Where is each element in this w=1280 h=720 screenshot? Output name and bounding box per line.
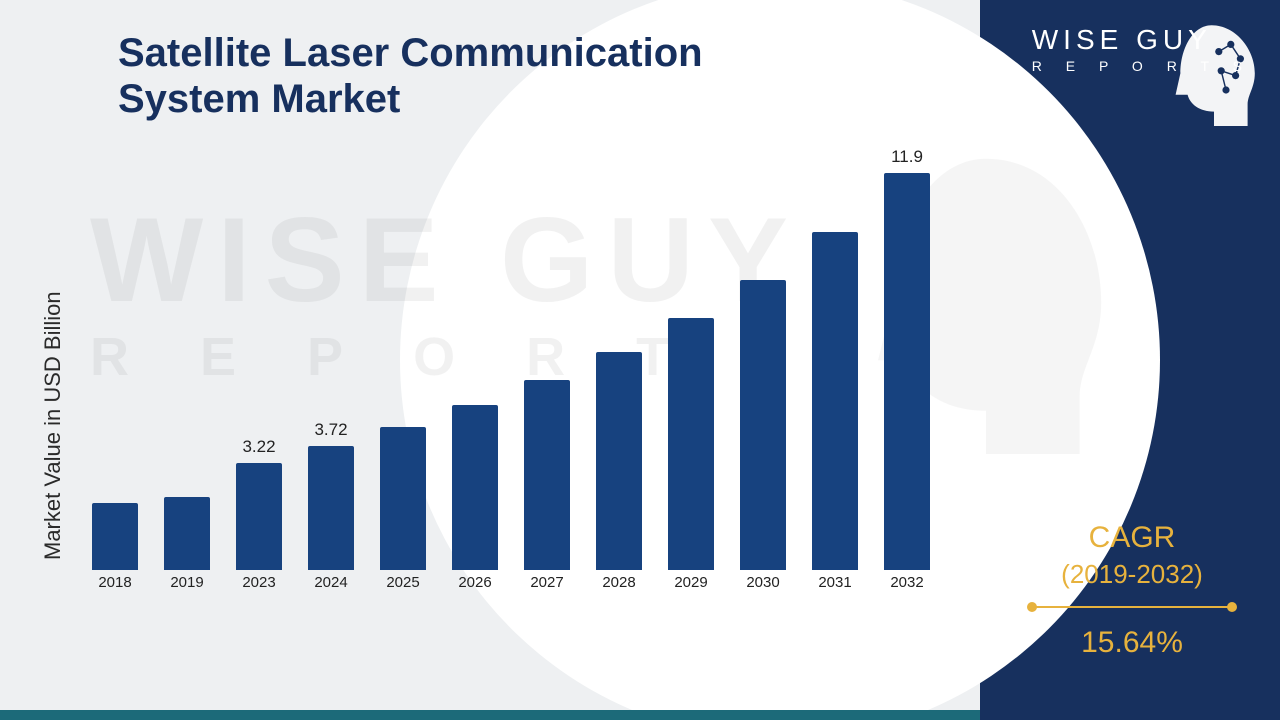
- logo-line1: WISE GUY: [1032, 24, 1252, 56]
- y-axis-label: Market Value in USD Billion: [40, 291, 66, 560]
- bar: [164, 497, 210, 570]
- x-tick-label: 2025: [386, 574, 419, 591]
- logo-line2: R E P O R T S: [1032, 58, 1252, 74]
- cagr-period: (2019-2032): [1012, 559, 1252, 590]
- chart-title: Satellite Laser Communication System Mar…: [118, 30, 818, 122]
- bar: [380, 427, 426, 570]
- cagr-value: 15.64%: [1012, 626, 1252, 660]
- x-tick-label: 2028: [602, 574, 635, 591]
- bar-value-label: 3.72: [296, 420, 366, 440]
- x-tick-label: 2030: [746, 574, 779, 591]
- x-tick-label: 2027: [530, 574, 563, 591]
- cagr-divider: [1032, 606, 1232, 608]
- bar: [884, 173, 930, 570]
- page-root: WISE GUY R E P O R T S Satellite Laser C…: [0, 0, 1280, 720]
- bottom-accent-bar: [0, 710, 980, 720]
- bar: [812, 232, 858, 570]
- x-tick-label: 2023: [242, 574, 275, 591]
- x-tick-label: 2032: [890, 574, 923, 591]
- bar-chart: 3.223.7211.9 2018 2019 2023 2024 2025 2026 202…: [84, 170, 954, 600]
- bar: [740, 280, 786, 570]
- bar-value-label: 3.22: [224, 437, 294, 457]
- cagr-label: CAGR: [1012, 521, 1252, 555]
- x-tick-label: 2029: [674, 574, 707, 591]
- bar: [668, 318, 714, 570]
- bar: [524, 380, 570, 570]
- bar: [596, 352, 642, 570]
- plot-area: 3.223.7211.9: [84, 170, 954, 570]
- bar: [92, 503, 138, 570]
- x-tick-label: 2019: [170, 574, 203, 591]
- cagr-block: CAGR (2019-2032) 15.64%: [1012, 521, 1252, 660]
- bar: [452, 405, 498, 570]
- x-tick-label: 2026: [458, 574, 491, 591]
- bar: [308, 446, 354, 570]
- x-tick-label: 2018: [98, 574, 131, 591]
- x-tick-label: 2024: [314, 574, 347, 591]
- x-tick-label: 2031: [818, 574, 851, 591]
- brand-logo: WISE GUY R E P O R T S: [1032, 24, 1252, 74]
- bar-value-label: 11.9: [872, 147, 942, 167]
- bar: [236, 463, 282, 570]
